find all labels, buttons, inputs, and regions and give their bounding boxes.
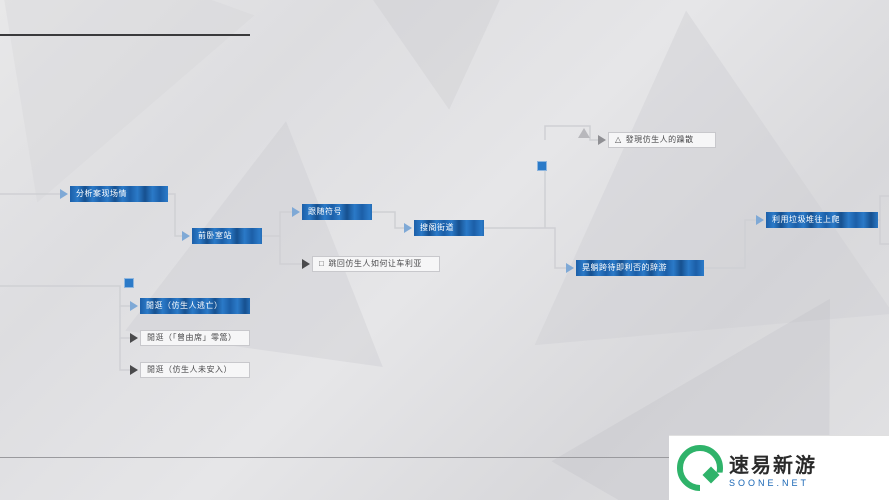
flow-node-n4[interactable]: □ 跳回仿生人如何让车利亚 (302, 256, 440, 272)
flow-node-chip: 分析案现场情 (70, 186, 168, 202)
flow-node-n2[interactable]: 前卧室站 (182, 228, 262, 244)
flow-node-label: 前卧室站 (198, 232, 232, 240)
flow-node-chip: 搜阁街道 (414, 220, 484, 236)
flow-node-label: 閒逛（「曾由席」零篙） (147, 334, 237, 342)
flow-node-label: 發現仿生人的躁散 (626, 136, 694, 144)
flow-node-n11[interactable]: 閒逛（仿生人未安入） (130, 362, 250, 378)
square-icon: □ (319, 260, 324, 268)
flow-node-chip: 前卧室站 (192, 228, 262, 244)
flow-node-n9[interactable]: 閒逛（仿生人逃亡） (130, 298, 250, 314)
flow-node-n7[interactable]: △ 發現仿生人的躁散 (598, 132, 716, 148)
watermark-logo (677, 445, 723, 491)
arrow-icon (566, 263, 574, 273)
arrow-icon (60, 189, 68, 199)
flow-node-label: 閒逛（仿生人逃亡） (146, 302, 223, 310)
warning-marker (578, 128, 590, 138)
watermark: 速易新游 SOONE.NET (669, 435, 889, 500)
arrow-icon (302, 259, 310, 269)
flow-node-label: 閒逛（仿生人未安入） (147, 366, 232, 374)
watermark-url: SOONE.NET (729, 478, 817, 488)
arrow-icon (130, 301, 138, 311)
flow-node-chip: 閒逛（仿生人未安入） (140, 362, 250, 378)
arrow-icon (130, 365, 138, 375)
flow-node-n3[interactable]: 跟随符号 (292, 204, 372, 220)
flow-node-chip: 閒逛（「曾由席」零篙） (140, 330, 250, 346)
progress-marker (124, 278, 134, 288)
flow-node-n8[interactable]: 利用垃圾堆往上爬 (756, 212, 878, 228)
arrow-icon (182, 231, 190, 241)
flow-node-n5[interactable]: 搜阁街道 (404, 220, 484, 236)
flow-node-label: 跟随符号 (308, 208, 342, 216)
flow-node-label: 晃躺跨待即利否的辞游 (582, 264, 667, 272)
flow-node-chip: 閒逛（仿生人逃亡） (140, 298, 250, 314)
arrow-icon (598, 135, 606, 145)
flow-node-n10[interactable]: 閒逛（「曾由席」零篙） (130, 330, 250, 346)
triangle-icon: △ (615, 136, 622, 144)
flow-node-label: 跳回仿生人如何让车利亚 (328, 260, 422, 268)
watermark-brand: 速易新游 (729, 449, 817, 478)
flow-node-n1[interactable]: 分析案现场情 (60, 186, 168, 202)
flowchart-canvas: 分析案现场情前卧室站 跟随符号 □ 跳回仿生人如何让车利亚 搜阁街道晃躺跨待即利否的辞游… (0, 0, 889, 500)
flow-node-chip: 跟随符号 (302, 204, 372, 220)
flow-node-label: 搜阁街道 (420, 224, 454, 232)
flow-node-chip: 晃躺跨待即利否的辞游 (576, 260, 704, 276)
arrow-icon (130, 333, 138, 343)
flow-node-chip: □ 跳回仿生人如何让车利亚 (312, 256, 440, 272)
arrow-icon (292, 207, 300, 217)
arrow-icon (756, 215, 764, 225)
bottom-divider (0, 457, 690, 458)
flow-node-chip: △ 發現仿生人的躁散 (608, 132, 716, 148)
edge-layer (0, 0, 889, 500)
flow-node-chip: 利用垃圾堆往上爬 (766, 212, 878, 228)
flow-node-label: 分析案现场情 (76, 190, 127, 198)
flow-node-n6[interactable]: 晃躺跨待即利否的辞游 (566, 260, 704, 276)
progress-marker (537, 161, 547, 171)
flow-node-label: 利用垃圾堆往上爬 (772, 216, 840, 224)
arrow-icon (404, 223, 412, 233)
